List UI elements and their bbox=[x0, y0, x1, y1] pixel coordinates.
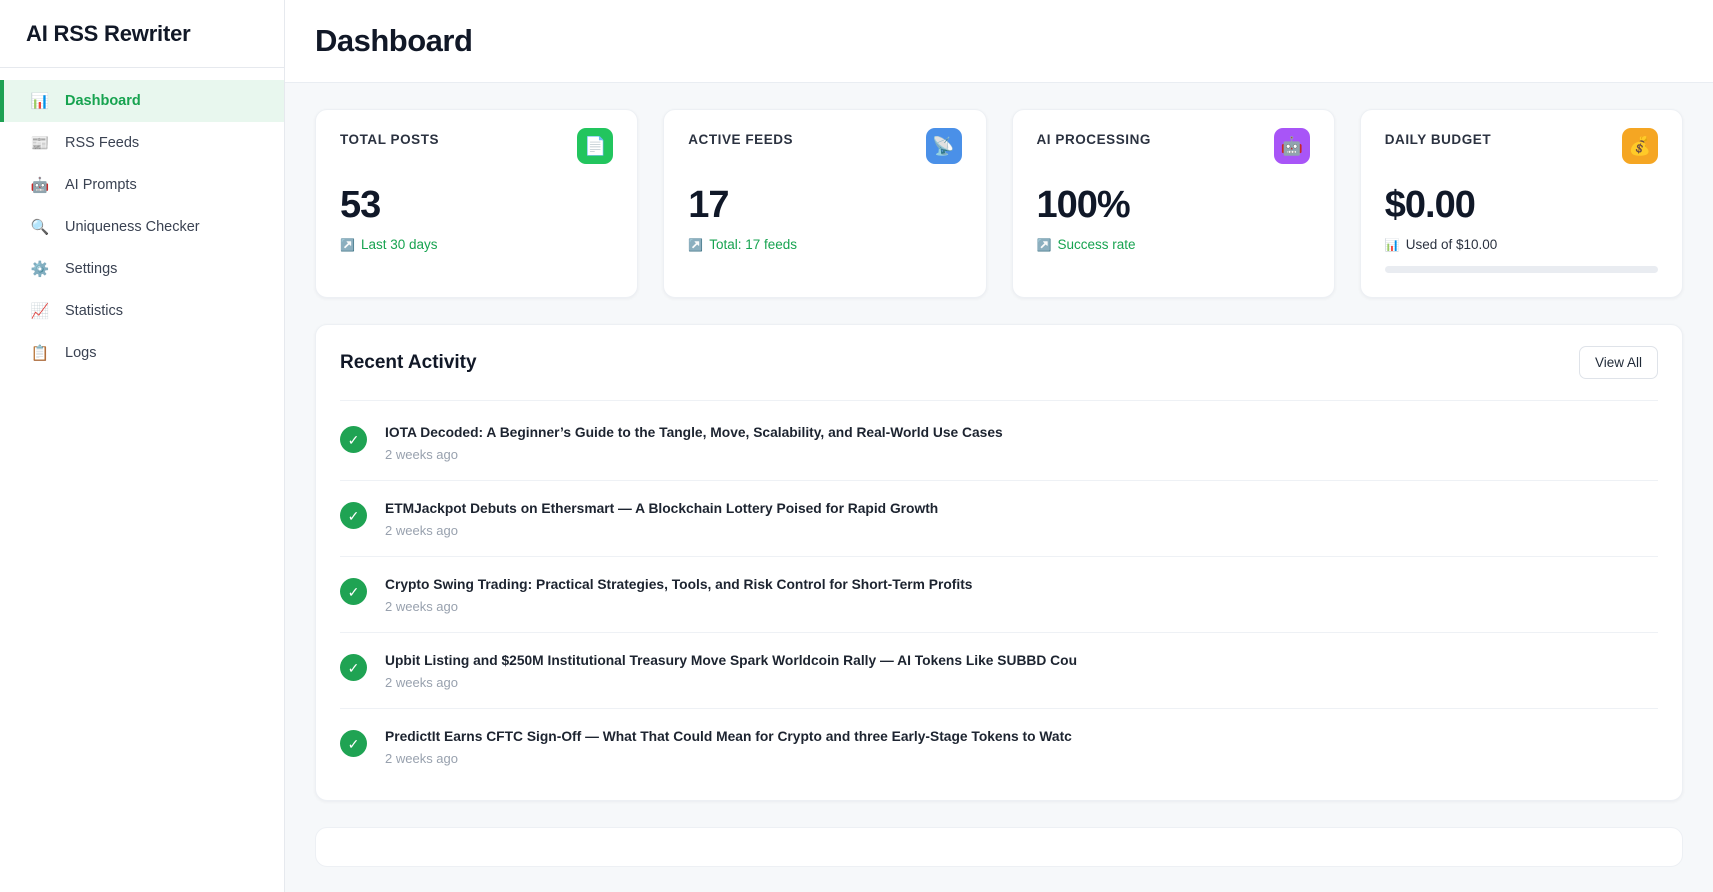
activity-item-title: Crypto Swing Trading: Practical Strategi… bbox=[385, 577, 973, 592]
money-bag-icon: 💰 bbox=[1622, 128, 1658, 164]
stat-card-value: $0.00 bbox=[1384, 184, 1476, 226]
stat-card-total-posts: TOTAL POSTS 📄 53 ↗️ Last 30 days bbox=[315, 109, 639, 298]
stat-card-label: ACTIVE FEEDS bbox=[688, 132, 794, 147]
stat-card-subtext-label: Last 30 days bbox=[360, 237, 438, 252]
sidebar-item-label: RSS Feeds bbox=[65, 135, 140, 151]
check-circle-icon: ✓ bbox=[340, 578, 367, 605]
recent-activity-title: Recent Activity bbox=[340, 351, 477, 373]
activity-item-title: ETMJackpot Debuts on Ethersmart — A Bloc… bbox=[385, 501, 939, 516]
stat-card-row: TOTAL POSTS 📄 53 ↗️ Last 30 days ACTIVE FEEDS… bbox=[315, 109, 1683, 298]
stat-card-header: AI PROCESSING 🤖 bbox=[1036, 128, 1310, 164]
sidebar-item-label: Statistics bbox=[65, 303, 124, 319]
stat-card-value: 17 bbox=[688, 184, 729, 226]
arrow-up-right-icon: ↗️ bbox=[340, 237, 355, 252]
budget-progress-bar bbox=[1384, 266, 1658, 273]
page-content: TOTAL POSTS 📄 53 ↗️ Last 30 days ACTIVE FEEDS… bbox=[285, 83, 1713, 892]
activity-item-title: IOTA Decoded: A Beginner’s Guide to the … bbox=[385, 425, 1003, 440]
recent-activity-panel: Recent Activity View All ✓ IOTA Decoded: … bbox=[315, 324, 1683, 801]
stat-card-subtext-label: Success rate bbox=[1057, 237, 1136, 252]
sidebar-item-rss-feeds[interactable]: 📰 RSS Feeds bbox=[0, 122, 284, 164]
next-panel-partial bbox=[315, 827, 1683, 867]
activity-item-text: IOTA Decoded: A Beginner’s Guide to the … bbox=[385, 425, 1003, 462]
stat-card-label: TOTAL POSTS bbox=[340, 132, 440, 147]
stat-card-subtext: ↗️ Success rate bbox=[1037, 237, 1310, 252]
bar-chart-icon: 📊 bbox=[30, 92, 50, 110]
sidebar-nav: 📊 Dashboard 📰 RSS Feeds 🤖 AI Prompts 🔍 Uniquene… bbox=[0, 68, 284, 374]
check-circle-icon: ✓ bbox=[340, 502, 367, 529]
chart-increasing-icon: 📈 bbox=[30, 302, 50, 320]
stat-card-daily-budget: DAILY BUDGET 💰 $0.00 📊 Used of $10.00 bbox=[1359, 109, 1683, 298]
activity-item-timestamp: 2 weeks ago bbox=[385, 523, 458, 538]
top-bar: Dashboard bbox=[285, 0, 1713, 83]
gear-icon: ⚙️ bbox=[30, 260, 50, 278]
recent-activity-header: Recent Activity View All bbox=[340, 325, 1658, 401]
sidebar-item-label: Uniqueness Checker bbox=[65, 219, 200, 235]
document-icon: 📄 bbox=[577, 128, 614, 164]
robot-icon: 🤖 bbox=[30, 176, 50, 194]
stat-card-label: AI PROCESSING bbox=[1036, 132, 1151, 147]
activity-item-text: Upbit Listing and $250M Institutional Tr… bbox=[385, 653, 1077, 690]
sidebar-item-label: Settings bbox=[65, 261, 118, 277]
stat-card-value: 100% bbox=[1036, 184, 1131, 226]
activity-item-text: Crypto Swing Trading: Practical Strategi… bbox=[385, 577, 972, 614]
sidebar-item-settings[interactable]: ⚙️ Settings bbox=[0, 248, 284, 290]
check-circle-icon: ✓ bbox=[340, 426, 367, 453]
activity-list: ✓ IOTA Decoded: A Beginner’s Guide to the… bbox=[340, 401, 1658, 800]
activity-item-timestamp: 2 weeks ago bbox=[385, 447, 458, 462]
view-all-button[interactable]: View All bbox=[1578, 346, 1658, 379]
stat-card-label: DAILY BUDGET bbox=[1384, 132, 1492, 147]
robot-icon: 🤖 bbox=[1273, 128, 1310, 164]
stat-card-ai-processing: AI PROCESSING 🤖 100% ↗️ Success rate bbox=[1011, 109, 1335, 298]
main-area: Dashboard TOTAL POSTS 📄 53 ↗️ Last 30 days AC… bbox=[285, 0, 1713, 892]
stat-card-header: ACTIVE FEEDS 📡 bbox=[688, 128, 962, 164]
arrow-up-right-icon: ↗️ bbox=[1036, 237, 1052, 252]
arrow-up-right-icon: ↗️ bbox=[688, 237, 704, 252]
stat-card-active-feeds: ACTIVE FEEDS 📡 17 ↗️ Total: 17 feeds bbox=[663, 109, 987, 298]
activity-item[interactable]: ✓ PredictIt Earns CFTC Sign-Off — What Th… bbox=[340, 709, 1658, 784]
activity-item[interactable]: ✓ IOTA Decoded: A Beginner’s Guide to the… bbox=[340, 405, 1658, 481]
sidebar-item-ai-prompts[interactable]: 🤖 AI Prompts bbox=[0, 164, 284, 206]
stat-card-subtext: ↗️ Total: 17 feeds bbox=[688, 237, 961, 252]
clipboard-icon: 📋 bbox=[30, 344, 50, 362]
stat-card-subtext-label: Used of $10.00 bbox=[1405, 237, 1498, 252]
activity-item-title: PredictIt Earns CFTC Sign-Off — What Tha… bbox=[385, 729, 1072, 744]
activity-item-timestamp: 2 weeks ago bbox=[385, 675, 458, 690]
sidebar-item-logs[interactable]: 📋 Logs bbox=[0, 332, 284, 374]
stat-card-value: 53 bbox=[340, 184, 381, 226]
activity-item[interactable]: ✓ ETMJackpot Debuts on Ethersmart — A Blo… bbox=[340, 481, 1658, 557]
sidebar-item-label: AI Prompts bbox=[65, 177, 137, 193]
sidebar: AI RSS Rewriter 📊 Dashboard 📰 RSS Feeds 🤖 AI … bbox=[0, 0, 285, 892]
sidebar-item-statistics[interactable]: 📈 Statistics bbox=[0, 290, 284, 332]
sidebar-item-label: Dashboard bbox=[65, 93, 141, 109]
brand-title: AI RSS Rewriter bbox=[26, 20, 191, 46]
magnifier-icon: 🔍 bbox=[30, 218, 50, 236]
sidebar-item-dashboard[interactable]: 📊 Dashboard bbox=[0, 80, 284, 122]
stat-card-subtext: 📊 Used of $10.00 bbox=[1385, 237, 1658, 252]
stat-card-subtext-label: Total: 17 feeds bbox=[709, 237, 798, 252]
brand-header: AI RSS Rewriter bbox=[0, 0, 284, 68]
satellite-antenna-icon: 📡 bbox=[925, 128, 962, 164]
page-title: Dashboard bbox=[315, 23, 473, 58]
stat-card-subtext: ↗️ Last 30 days bbox=[340, 237, 613, 252]
sidebar-item-uniqueness-checker[interactable]: 🔍 Uniqueness Checker bbox=[0, 206, 284, 248]
activity-item[interactable]: ✓ Crypto Swing Trading: Practical Strateg… bbox=[340, 557, 1658, 633]
stat-card-header: DAILY BUDGET 💰 bbox=[1384, 128, 1658, 164]
activity-item[interactable]: ✓ Upbit Listing and $250M Institutional T… bbox=[340, 633, 1658, 709]
stat-card-header: TOTAL POSTS 📄 bbox=[340, 128, 614, 164]
check-circle-icon: ✓ bbox=[340, 730, 367, 757]
sidebar-item-label: Logs bbox=[65, 345, 97, 361]
activity-item-text: PredictIt Earns CFTC Sign-Off — What Tha… bbox=[385, 729, 1072, 766]
activity-item-text: ETMJackpot Debuts on Ethersmart — A Bloc… bbox=[385, 501, 938, 538]
newspaper-icon: 📰 bbox=[30, 134, 50, 152]
activity-item-timestamp: 2 weeks ago bbox=[385, 599, 458, 614]
activity-item-title: Upbit Listing and $250M Institutional Tr… bbox=[385, 653, 1077, 668]
check-circle-icon: ✓ bbox=[340, 654, 367, 681]
activity-item-timestamp: 2 weeks ago bbox=[385, 751, 458, 766]
bar-chart-icon: 📊 bbox=[1384, 237, 1400, 252]
